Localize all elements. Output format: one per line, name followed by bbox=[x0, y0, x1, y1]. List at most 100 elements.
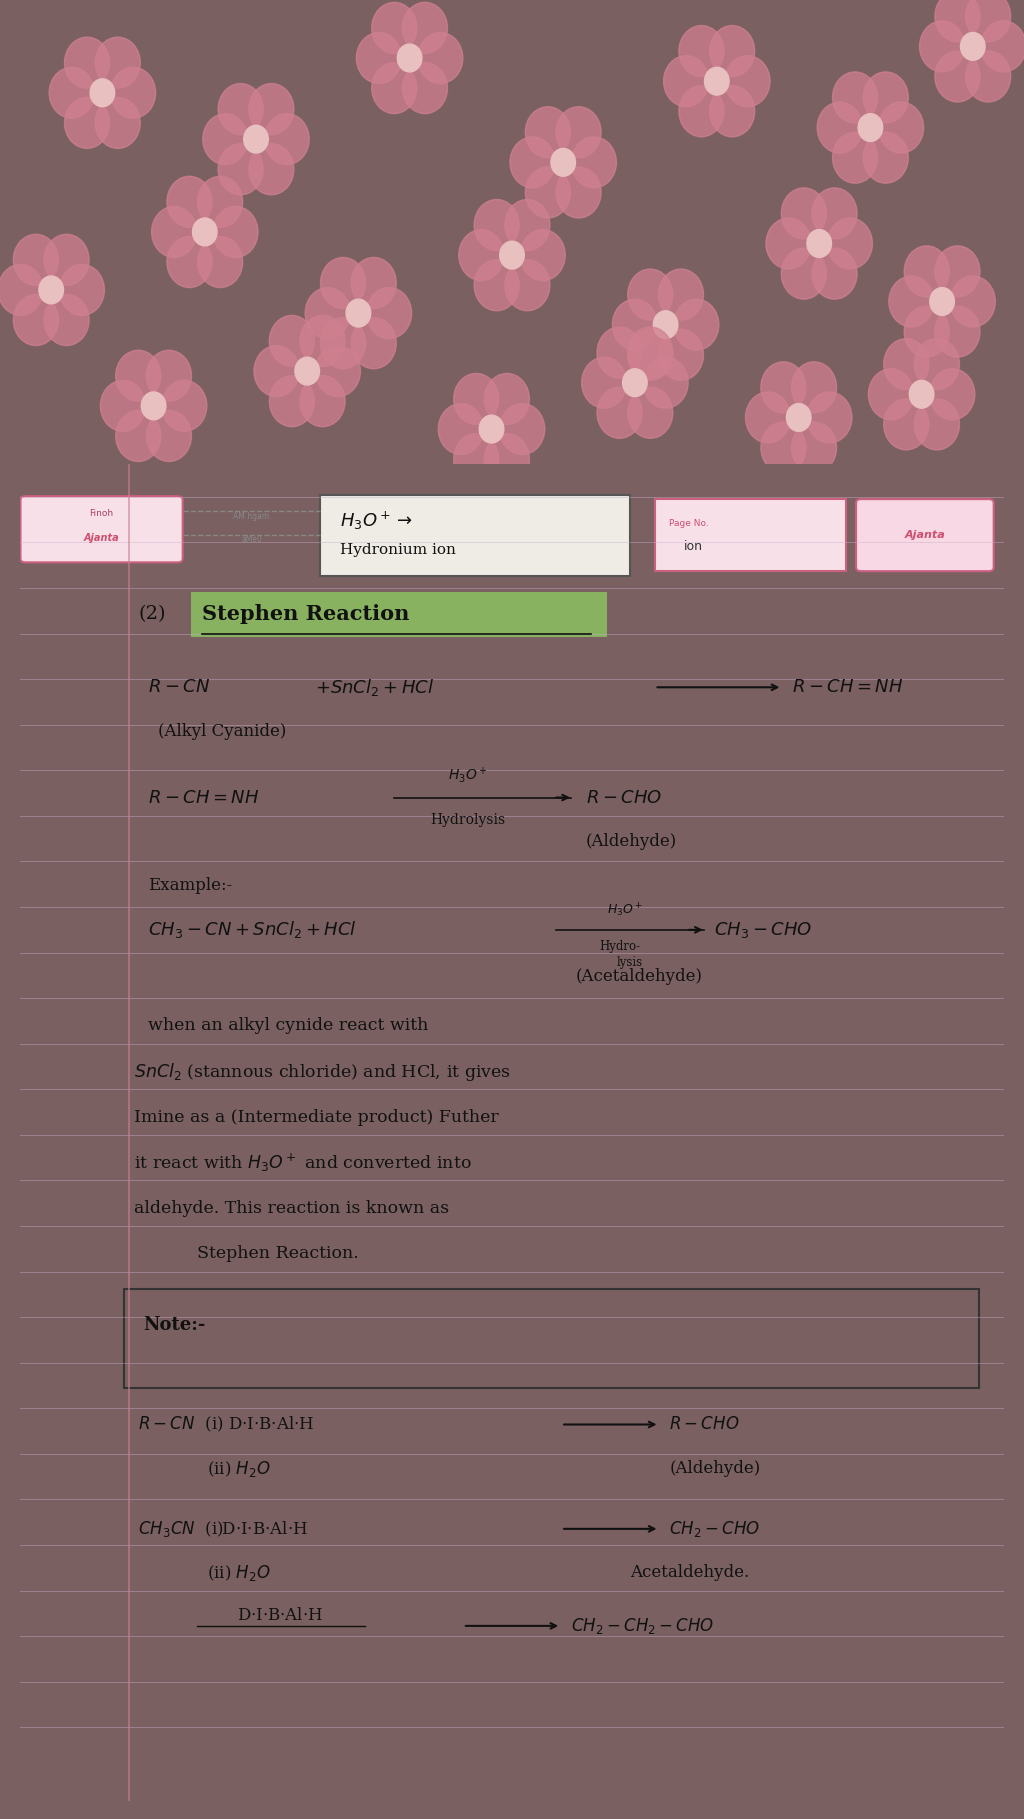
Circle shape bbox=[0, 264, 43, 315]
Circle shape bbox=[658, 269, 703, 320]
Text: AM hgam: AM hgam bbox=[233, 511, 269, 520]
Circle shape bbox=[781, 247, 826, 298]
Text: (ii) $H_2O$: (ii) $H_2O$ bbox=[207, 1563, 271, 1583]
Circle shape bbox=[612, 298, 657, 351]
Text: Ajanta: Ajanta bbox=[904, 529, 945, 540]
Circle shape bbox=[884, 398, 929, 449]
Circle shape bbox=[39, 276, 63, 304]
Circle shape bbox=[111, 67, 156, 118]
Text: $R-CH=NH$: $R-CH=NH$ bbox=[793, 678, 903, 697]
Circle shape bbox=[300, 315, 345, 366]
Circle shape bbox=[65, 98, 110, 149]
Circle shape bbox=[833, 73, 878, 124]
FancyBboxPatch shape bbox=[654, 498, 846, 571]
Text: Stephen Reaction.: Stephen Reaction. bbox=[198, 1246, 359, 1262]
Circle shape bbox=[863, 133, 908, 184]
Text: Hydro-: Hydro- bbox=[600, 940, 641, 953]
Circle shape bbox=[162, 380, 207, 431]
Text: lysis: lysis bbox=[616, 957, 643, 970]
Circle shape bbox=[300, 377, 345, 427]
Text: (Aldehyde): (Aldehyde) bbox=[586, 833, 677, 849]
Circle shape bbox=[935, 0, 980, 42]
Circle shape bbox=[710, 85, 755, 136]
Text: $CH_2-CH_2-CHO$: $CH_2-CH_2-CHO$ bbox=[571, 1615, 715, 1635]
Text: Acetaldehyde.: Acetaldehyde. bbox=[630, 1564, 750, 1581]
Circle shape bbox=[920, 20, 965, 73]
Text: (2): (2) bbox=[138, 604, 166, 622]
Text: Hydrolysis: Hydrolysis bbox=[430, 813, 505, 826]
Circle shape bbox=[213, 206, 258, 258]
Text: $R-CHO$: $R-CHO$ bbox=[586, 788, 662, 806]
Circle shape bbox=[981, 20, 1024, 73]
Circle shape bbox=[438, 404, 483, 455]
Circle shape bbox=[264, 113, 309, 166]
FancyBboxPatch shape bbox=[20, 497, 182, 562]
Circle shape bbox=[418, 33, 463, 84]
Circle shape bbox=[556, 167, 601, 218]
Circle shape bbox=[858, 113, 883, 142]
Text: $R-CH=NH$: $R-CH=NH$ bbox=[148, 788, 260, 806]
Circle shape bbox=[116, 351, 161, 402]
FancyBboxPatch shape bbox=[856, 498, 993, 571]
Circle shape bbox=[305, 287, 350, 338]
Text: Note:-: Note:- bbox=[143, 1315, 206, 1333]
Circle shape bbox=[551, 149, 575, 176]
Circle shape bbox=[152, 206, 197, 258]
Circle shape bbox=[269, 315, 314, 366]
Circle shape bbox=[372, 2, 417, 53]
Text: aldehyde. This reaction is known as: aldehyde. This reaction is known as bbox=[133, 1201, 449, 1217]
Circle shape bbox=[218, 144, 263, 195]
Circle shape bbox=[249, 144, 294, 195]
Circle shape bbox=[484, 433, 529, 484]
Circle shape bbox=[13, 235, 58, 286]
Circle shape bbox=[269, 377, 314, 427]
Circle shape bbox=[930, 369, 975, 420]
Circle shape bbox=[966, 0, 1011, 42]
Text: (ii) $H_2O$: (ii) $H_2O$ bbox=[207, 1459, 271, 1479]
Circle shape bbox=[59, 264, 104, 315]
Circle shape bbox=[505, 200, 550, 251]
Circle shape bbox=[653, 311, 678, 338]
Circle shape bbox=[786, 404, 811, 431]
Circle shape bbox=[863, 73, 908, 124]
Circle shape bbox=[454, 373, 499, 424]
Text: Stephen Reaction: Stephen Reaction bbox=[203, 604, 410, 624]
Circle shape bbox=[812, 187, 857, 238]
Circle shape bbox=[397, 44, 422, 73]
Text: aMe0: aMe0 bbox=[241, 535, 262, 544]
Text: D$\cdot$I$\cdot$B$\cdot$Al$\cdot$H: D$\cdot$I$\cdot$B$\cdot$Al$\cdot$H bbox=[237, 1608, 323, 1624]
Circle shape bbox=[13, 295, 58, 346]
Circle shape bbox=[146, 411, 191, 462]
Text: $CH_2-CHO$: $CH_2-CHO$ bbox=[670, 1519, 760, 1539]
Circle shape bbox=[100, 380, 145, 431]
Circle shape bbox=[725, 56, 770, 107]
Circle shape bbox=[792, 362, 837, 413]
Circle shape bbox=[909, 380, 934, 407]
Circle shape bbox=[966, 51, 1011, 102]
Circle shape bbox=[218, 84, 263, 135]
Circle shape bbox=[146, 351, 191, 402]
Circle shape bbox=[346, 298, 371, 327]
Circle shape bbox=[90, 78, 115, 107]
Text: Example:-: Example:- bbox=[148, 877, 232, 895]
Text: $+ SnCl_2+HCl$: $+ SnCl_2+HCl$ bbox=[315, 677, 434, 698]
Text: $CH_3-CN + SnCl_2+HCl$: $CH_3-CN + SnCl_2+HCl$ bbox=[148, 919, 357, 940]
Circle shape bbox=[781, 187, 826, 238]
Circle shape bbox=[484, 373, 529, 424]
Circle shape bbox=[356, 33, 401, 84]
Circle shape bbox=[658, 329, 703, 380]
Circle shape bbox=[295, 357, 319, 386]
Bar bbox=[124, 1288, 979, 1388]
Circle shape bbox=[950, 276, 995, 327]
Circle shape bbox=[582, 357, 627, 407]
Circle shape bbox=[628, 327, 673, 378]
Circle shape bbox=[249, 84, 294, 135]
Circle shape bbox=[961, 33, 985, 60]
Text: when an alkyl cynide react with: when an alkyl cynide react with bbox=[148, 1017, 429, 1033]
Circle shape bbox=[525, 167, 570, 218]
Text: $R-CHO$: $R-CHO$ bbox=[670, 1415, 739, 1433]
Text: (Aldehyde): (Aldehyde) bbox=[670, 1461, 761, 1477]
Circle shape bbox=[935, 246, 980, 296]
Text: ion: ion bbox=[684, 540, 703, 553]
Circle shape bbox=[49, 67, 94, 118]
